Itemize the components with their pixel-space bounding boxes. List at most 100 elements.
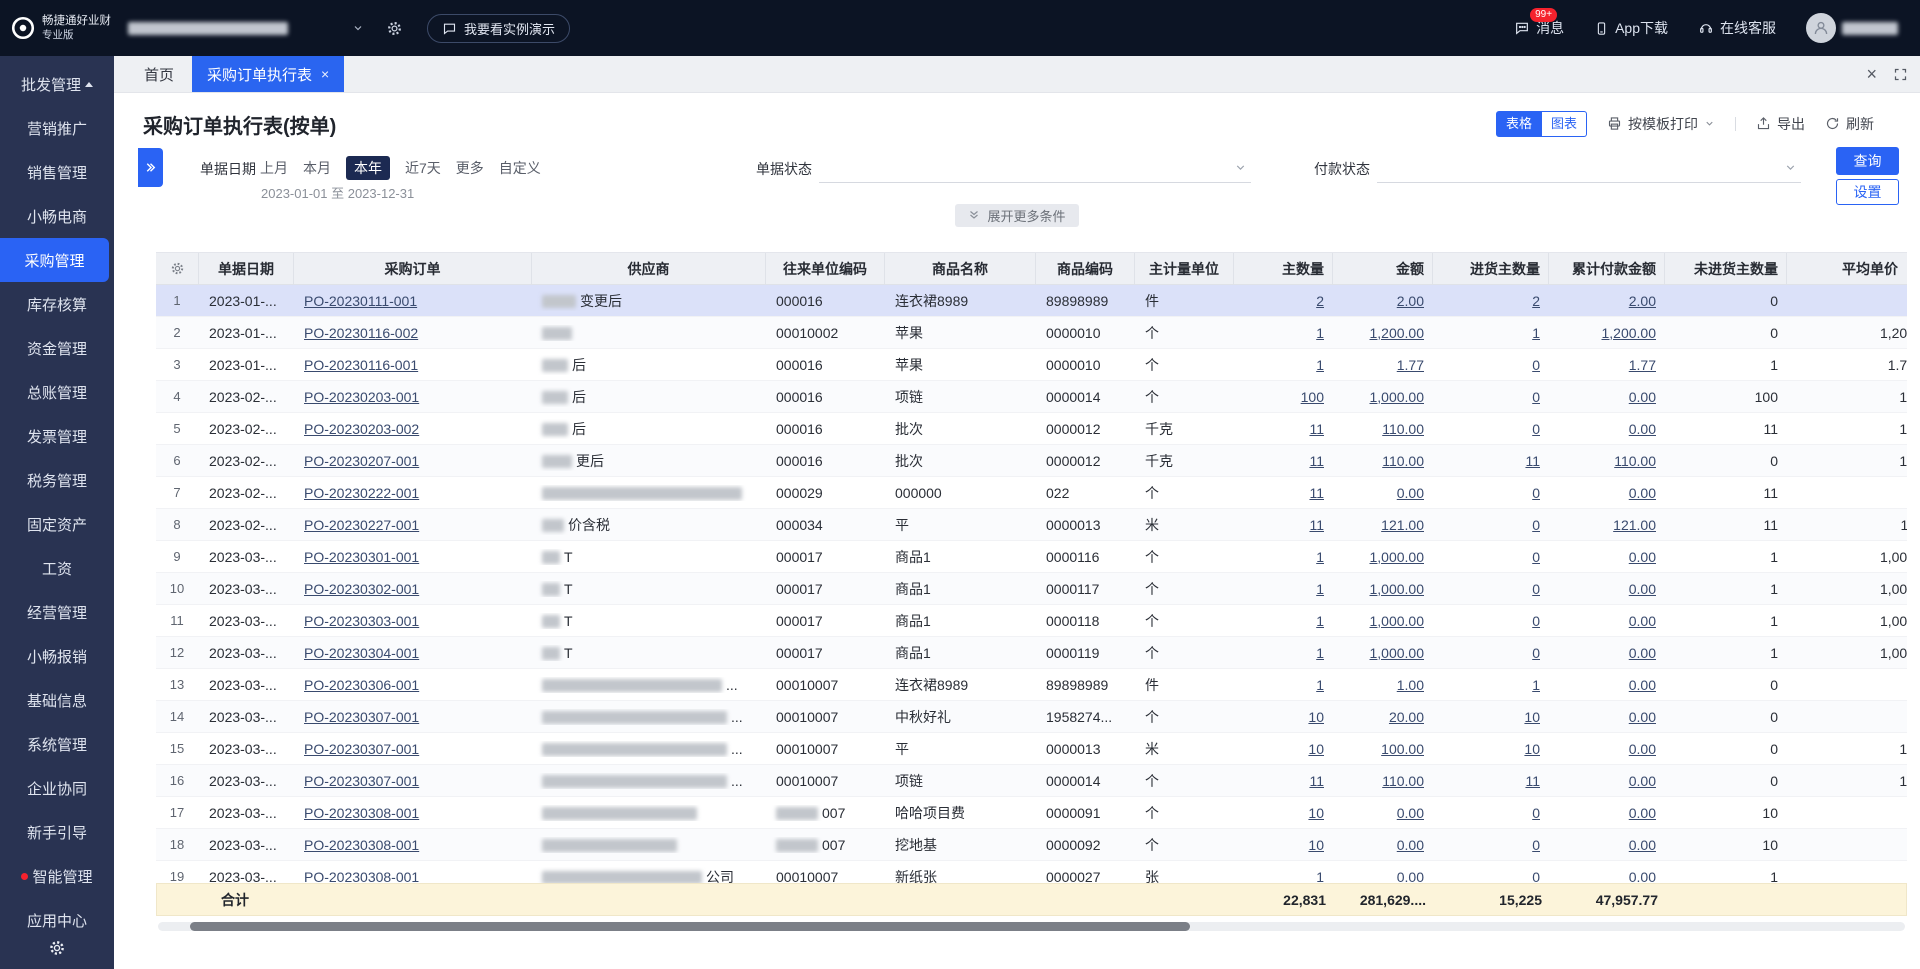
- po-link[interactable]: PO-20230116-001: [304, 356, 419, 373]
- demo-button[interactable]: 我要看实例演示: [427, 13, 571, 43]
- amount-link[interactable]: 1,200.00: [1369, 324, 1425, 341]
- po-link[interactable]: PO-20230306-001: [304, 676, 420, 693]
- column-header-4[interactable]: 往来单位编码: [766, 253, 885, 284]
- po-link[interactable]: PO-20230308-001: [304, 836, 420, 853]
- column-header-9[interactable]: 金额: [1333, 253, 1433, 284]
- po-link[interactable]: PO-20230116-002: [304, 324, 419, 341]
- online-service-button[interactable]: 在线客服: [1698, 18, 1776, 38]
- in-qty-link[interactable]: 1: [1532, 676, 1540, 693]
- sidebar-item-2[interactable]: 营销推广: [0, 106, 114, 150]
- column-header-7[interactable]: 主计量单位: [1135, 253, 1234, 284]
- po-link[interactable]: PO-20230308-001: [304, 804, 420, 821]
- sidebar-item-18[interactable]: 新手引导: [0, 810, 114, 854]
- amount-link[interactable]: 110.00: [1382, 452, 1424, 469]
- paid-link[interactable]: 0.00: [1628, 836, 1656, 853]
- paid-link[interactable]: 1,200.00: [1601, 324, 1657, 341]
- date-option-6[interactable]: 自定义: [498, 160, 541, 176]
- status-select[interactable]: [819, 153, 1251, 183]
- refresh-button[interactable]: 刷新: [1825, 114, 1874, 134]
- amount-link[interactable]: 1,000.00: [1369, 548, 1425, 565]
- table-row[interactable]: 13 2023-03-... PO-20230306-001... 00010007 连…: [156, 669, 1907, 701]
- paid-link[interactable]: 0.00: [1628, 580, 1656, 597]
- table-row[interactable]: 15 2023-03-... PO-20230307-001... 00010007 平…: [156, 733, 1907, 765]
- table-row[interactable]: 17 2023-03-... PO-20230308-001 007 哈哈项目费 0000…: [156, 797, 1907, 829]
- amount-link[interactable]: 121.00: [1381, 516, 1424, 533]
- qty-link[interactable]: 1: [1316, 644, 1324, 661]
- paid-link[interactable]: 2.00: [1628, 292, 1656, 309]
- view-chart-button[interactable]: 图表: [1541, 111, 1587, 137]
- in-qty-link[interactable]: 0: [1532, 580, 1540, 597]
- po-link[interactable]: PO-20230307-001: [304, 772, 420, 789]
- qty-link[interactable]: 1: [1316, 868, 1324, 884]
- column-header-8[interactable]: 主数量: [1234, 253, 1333, 284]
- app-download-button[interactable]: App下载: [1594, 18, 1668, 38]
- in-qty-link[interactable]: 1: [1532, 324, 1540, 341]
- sidebar-item-15[interactable]: 基础信息: [0, 678, 114, 722]
- table-row[interactable]: 12 2023-03-... PO-20230304-001 T 000017 商品1 00…: [156, 637, 1907, 669]
- in-qty-link[interactable]: 0: [1532, 484, 1540, 501]
- qty-link[interactable]: 11: [1309, 772, 1324, 789]
- amount-link[interactable]: 1,000.00: [1369, 580, 1425, 597]
- in-qty-link[interactable]: 0: [1532, 516, 1540, 533]
- amount-link[interactable]: 1.00: [1396, 676, 1424, 693]
- column-header-13[interactable]: 平均单价: [1842, 260, 1898, 277]
- amount-link[interactable]: 0.00: [1396, 868, 1424, 884]
- date-option-4[interactable]: 近7天: [405, 160, 441, 176]
- in-qty-link[interactable]: 0: [1532, 356, 1540, 373]
- in-qty-link[interactable]: 10: [1524, 740, 1540, 757]
- po-link[interactable]: PO-20230111-001: [304, 292, 418, 309]
- view-table-button[interactable]: 表格: [1495, 111, 1542, 137]
- column-header-10[interactable]: 进货主数量: [1433, 253, 1549, 284]
- table-row[interactable]: 3 2023-01-... PO-20230116-001 后 000016 苹果 0000…: [156, 349, 1907, 381]
- sidebar-item-1[interactable]: 批发管理: [0, 62, 114, 106]
- print-by-template-button[interactable]: 按模板打印: [1607, 114, 1715, 134]
- po-link[interactable]: PO-20230304-001: [304, 644, 420, 661]
- table-row[interactable]: 1 2023-01-... PO-20230111-001 变更后 000016 连衣裙8…: [156, 285, 1907, 317]
- po-link[interactable]: PO-20230207-001: [304, 452, 420, 469]
- amount-link[interactable]: 2.00: [1396, 292, 1424, 309]
- qty-link[interactable]: 1: [1316, 356, 1324, 373]
- amount-link[interactable]: 1.77: [1396, 356, 1424, 373]
- qty-link[interactable]: 11: [1309, 452, 1324, 469]
- table-row[interactable]: 14 2023-03-... PO-20230307-001... 00010007 中…: [156, 701, 1907, 733]
- paid-link[interactable]: 0.00: [1628, 676, 1656, 693]
- column-header-11[interactable]: 累计付款金额: [1549, 253, 1665, 284]
- sidebar-item-9[interactable]: 发票管理: [0, 414, 114, 458]
- table-row[interactable]: 6 2023-02-... PO-20230207-001 更后 000016 批次 000…: [156, 445, 1907, 477]
- in-qty-link[interactable]: 0: [1532, 804, 1540, 821]
- in-qty-link[interactable]: 0: [1532, 420, 1540, 437]
- table-row[interactable]: 16 2023-03-... PO-20230307-001... 00010007 项…: [156, 765, 1907, 797]
- table-row[interactable]: 9 2023-03-... PO-20230301-001 T 000017 商品1 000…: [156, 541, 1907, 573]
- paid-link[interactable]: 0.00: [1628, 548, 1656, 565]
- sidebar-item-17[interactable]: 企业协同: [0, 766, 114, 810]
- sidebar-item-12[interactable]: 工资: [0, 546, 114, 590]
- sidebar-gear-icon[interactable]: [0, 927, 114, 969]
- table-row[interactable]: 2 2023-01-... PO-20230116-002 00010002 苹果 000…: [156, 317, 1907, 349]
- po-link[interactable]: PO-20230308-001: [304, 868, 420, 884]
- payment-select[interactable]: [1377, 153, 1801, 183]
- qty-link[interactable]: 1: [1316, 612, 1324, 629]
- po-link[interactable]: PO-20230203-001: [304, 388, 420, 405]
- column-header-6[interactable]: 商品编码: [1036, 253, 1135, 284]
- sidebar-item-8[interactable]: 总账管理: [0, 370, 114, 414]
- amount-link[interactable]: 1,000.00: [1369, 388, 1425, 405]
- amount-link[interactable]: 110.00: [1382, 772, 1424, 789]
- avatar[interactable]: [1806, 13, 1836, 43]
- sidebar-item-4[interactable]: 小畅电商: [0, 194, 114, 238]
- in-qty-link[interactable]: 10: [1524, 708, 1540, 725]
- expand-more-conditions-button[interactable]: 展开更多条件: [955, 203, 1079, 227]
- sidebar-item-13[interactable]: 经营管理: [0, 590, 114, 634]
- qty-link[interactable]: 10: [1308, 740, 1324, 757]
- paid-link[interactable]: 0.00: [1628, 644, 1656, 661]
- in-qty-link[interactable]: 0: [1532, 388, 1540, 405]
- collapse-filter-button[interactable]: [138, 148, 163, 187]
- paid-link[interactable]: 1.77: [1628, 356, 1656, 373]
- po-link[interactable]: PO-20230222-001: [304, 484, 420, 501]
- paid-link[interactable]: 0.00: [1628, 740, 1656, 757]
- column-header-1[interactable]: 单据日期: [199, 253, 294, 284]
- paid-link[interactable]: 0.00: [1628, 804, 1656, 821]
- paid-link[interactable]: 0.00: [1628, 420, 1656, 437]
- qty-link[interactable]: 1: [1316, 324, 1324, 341]
- table-row[interactable]: 7 2023-02-... PO-20230222-001 000029 000000 0…: [156, 477, 1907, 509]
- qty-link[interactable]: 11: [1309, 516, 1324, 533]
